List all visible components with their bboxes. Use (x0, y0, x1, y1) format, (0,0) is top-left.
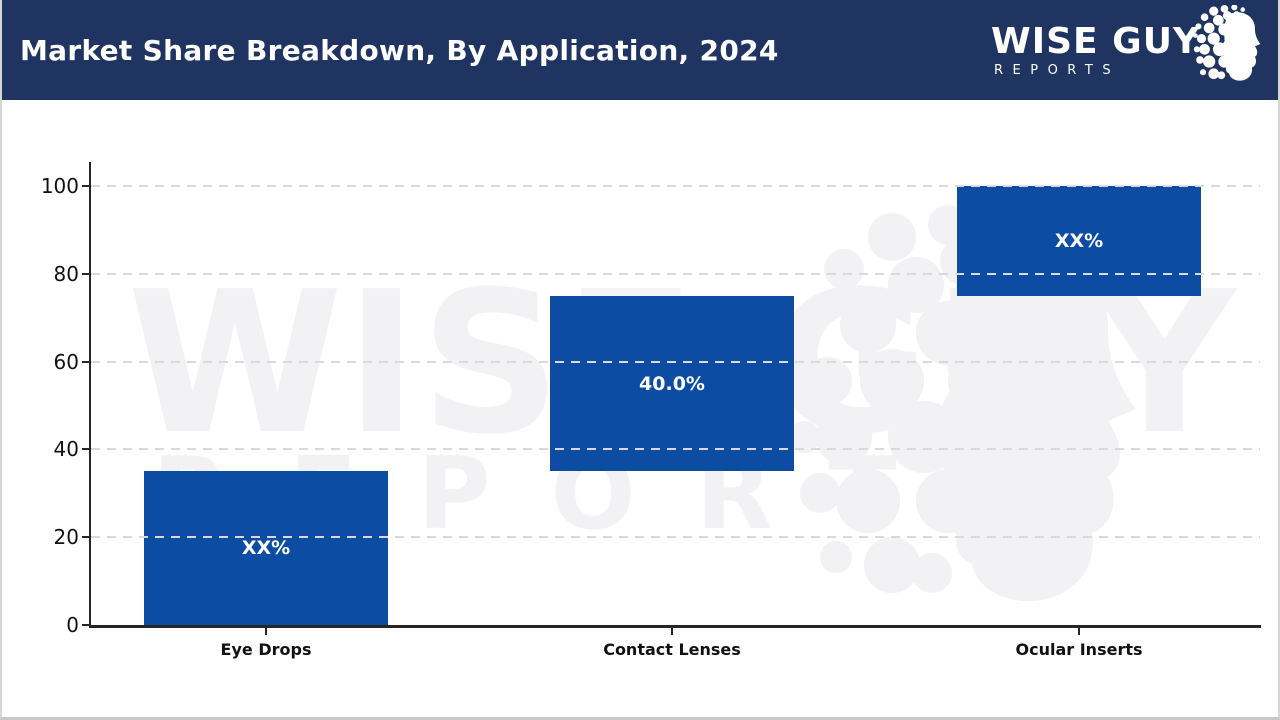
gridline-y-100 (91, 185, 1260, 187)
y-tick-mark (82, 185, 90, 187)
y-tick-mark (82, 624, 90, 626)
waterfall-chart: WISE GUY REPORTS 0 20 40 60 80 100 XX% Eye Drop… (2, 100, 1278, 717)
x-tick-mark (671, 627, 673, 635)
bar-value-label: XX% (1054, 229, 1104, 252)
y-tick-mark (82, 272, 90, 275)
y-tick-label: 0 (66, 613, 79, 637)
page-title: Market Share Breakdown, By Application, … (20, 33, 779, 67)
x-tick-mark (1078, 627, 1080, 635)
logo-reports-text: REPORTS (993, 62, 1121, 78)
category-label: Contact Lenses (603, 640, 741, 659)
y-tick-label: 80 (53, 261, 79, 286)
logo-name-text: WISE GUY (990, 20, 1200, 62)
x-axis-line (89, 625, 1261, 628)
header: Market Share Breakdown, By Application, … (2, 0, 1278, 100)
category-label: Ocular Inserts (1015, 640, 1143, 659)
gridline-y-20 (91, 536, 1260, 539)
bar-contact-lenses (550, 295, 794, 472)
y-tick-label: 60 (53, 349, 79, 374)
gridline-y-60 (91, 360, 1260, 363)
y-tick-label: 20 (53, 525, 79, 550)
y-axis-line (89, 162, 91, 627)
bar-value-label: 40.0% (639, 372, 705, 395)
face-profile-logo-icon (1193, 5, 1261, 81)
y-tick-label: 100 (40, 174, 79, 198)
logo-wordmark: WISE GUY REPORTS (990, 20, 1200, 78)
bar-value-label: XX% (241, 537, 291, 560)
y-tick-mark (82, 448, 90, 451)
category-label: Eye Drops (220, 640, 312, 659)
y-tick-label: 40 (53, 437, 79, 462)
gridline-y-40 (91, 448, 1260, 451)
bar-eye-drops (144, 471, 388, 625)
wise-guy-logo: WISE GUY REPORTS (990, 5, 1268, 89)
logo-dots (1193, 5, 1249, 80)
y-tick-mark (82, 536, 90, 539)
x-tick-mark (265, 627, 267, 635)
gridline-y-80 (91, 272, 1260, 275)
y-tick-mark (82, 360, 90, 363)
